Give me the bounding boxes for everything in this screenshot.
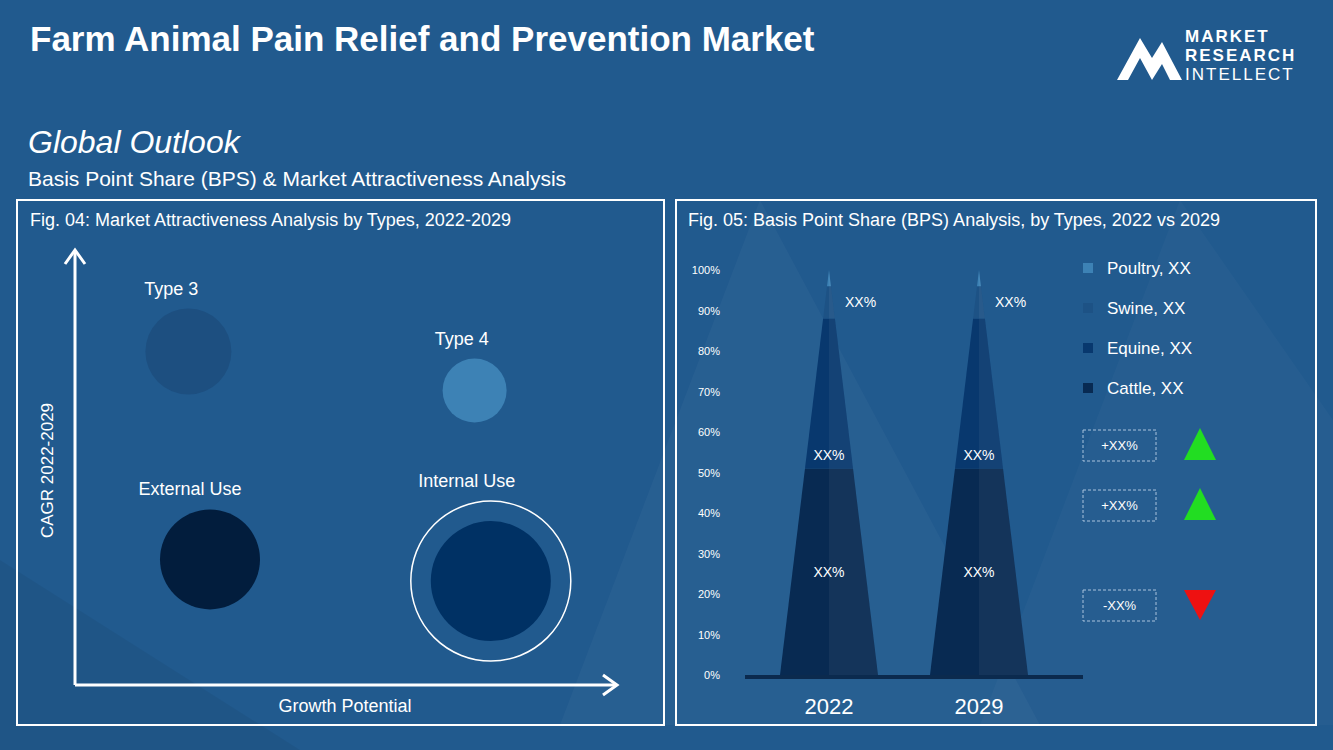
legend-label: Cattle, XX — [1107, 379, 1184, 398]
legend-label: Equine, XX — [1107, 339, 1192, 358]
legend-label: Poultry, XX — [1107, 259, 1191, 278]
segment-body — [930, 468, 1028, 675]
up-arrow — [1184, 488, 1216, 520]
stack-segment — [930, 468, 1028, 675]
segment-shade — [979, 319, 1003, 469]
bubble-highlight-ring — [411, 501, 571, 661]
logo-text: INTELLECT — [1185, 65, 1295, 84]
annotation-text: +XX% — [1101, 498, 1138, 513]
bubble-label: Type 4 — [435, 329, 489, 349]
legend-swatch — [1083, 383, 1093, 393]
data-label: XX% — [813, 564, 844, 580]
stack-segment — [823, 286, 835, 318]
x-tick-label: 2029 — [955, 694, 1004, 719]
segment-body — [955, 319, 1003, 469]
stack-segment — [780, 468, 878, 675]
data-label: XX% — [813, 447, 844, 463]
bubble-label: Internal Use — [418, 471, 515, 491]
data-label: XX% — [963, 447, 994, 463]
decor — [560, 200, 1040, 725]
y-tick-label: 100% — [692, 264, 720, 276]
y-axis — [74, 252, 77, 685]
segment-body — [780, 468, 878, 675]
annotation-box — [1083, 490, 1156, 521]
baseline — [745, 675, 1083, 679]
panel-frame — [676, 200, 1316, 725]
x-axis-label: Growth Potential — [278, 696, 411, 716]
y-tick-label: 0% — [704, 669, 720, 681]
segment-shade — [829, 286, 835, 318]
annotation-box — [1083, 590, 1156, 621]
segment-body — [973, 286, 985, 318]
x-axis — [75, 684, 615, 687]
data-label: XX% — [963, 564, 994, 580]
annotation-box — [1083, 430, 1156, 461]
stack-segment — [805, 319, 853, 469]
legend-swatch — [1083, 303, 1093, 313]
y-tick-label: 40% — [698, 507, 720, 519]
background — [0, 0, 1333, 750]
stack-segment — [955, 319, 1003, 469]
bubble — [431, 521, 551, 641]
stacks — [780, 270, 1028, 675]
logo-text: RESEARCH — [1185, 46, 1296, 65]
y-tick-label: 80% — [698, 345, 720, 357]
legend-label: Swine, XX — [1107, 299, 1185, 318]
stack-segment — [973, 286, 985, 318]
logo-text: MARKET — [1185, 27, 1270, 46]
segment-shade — [979, 270, 981, 286]
annotation-text: -XX% — [1103, 598, 1137, 613]
bubble — [145, 309, 231, 395]
segment-shade — [829, 270, 831, 286]
segment-body — [805, 319, 853, 469]
section-title: Global Outlook — [28, 124, 242, 160]
decor — [980, 200, 1333, 725]
x-axis-arrow — [603, 675, 617, 695]
down-arrow — [1184, 590, 1216, 620]
bubble — [443, 359, 507, 423]
segment-shade — [829, 319, 853, 469]
stack-segment — [827, 270, 831, 286]
stack-segment — [977, 270, 981, 286]
y-tick-label: 30% — [698, 548, 720, 560]
bubble-label: Type 3 — [144, 279, 198, 299]
up-arrow — [1184, 428, 1216, 460]
x-tick-label: 2022 — [805, 694, 854, 719]
legend-swatch — [1083, 343, 1093, 353]
y-tick-label: 90% — [698, 305, 720, 317]
segment-body — [827, 270, 831, 286]
data-label: XX% — [995, 294, 1026, 310]
y-tick-label: 20% — [698, 588, 720, 600]
legend-swatch — [1083, 263, 1093, 273]
y-tick-label: 10% — [698, 629, 720, 641]
page: Farm Animal Pain Relief and Prevention M… — [0, 0, 1333, 750]
bubble-label: External Use — [138, 479, 241, 499]
chart-title: Fig. 04: Market Attractiveness Analysis … — [30, 210, 511, 230]
bubble — [160, 509, 260, 609]
logo-icon — [1117, 38, 1182, 80]
segment-body — [977, 270, 981, 286]
y-tick-label: 60% — [698, 426, 720, 438]
chart-title: Fig. 05: Basis Point Share (BPS) Analysi… — [688, 210, 1220, 230]
y-axis-label: CAGR 2022-2029 — [38, 403, 57, 538]
page-title: Farm Animal Pain Relief and Prevention M… — [30, 19, 815, 58]
annotation-text: +XX% — [1101, 438, 1138, 453]
segment-shade — [979, 286, 985, 318]
subtitle: Basis Point Share (BPS) & Market Attract… — [28, 167, 566, 190]
y-tick-label: 70% — [698, 386, 720, 398]
segment-body — [823, 286, 835, 318]
data-label: XX% — [845, 294, 876, 310]
decor — [0, 560, 300, 750]
y-tick-label: 50% — [698, 467, 720, 479]
panel-frame — [17, 200, 664, 725]
y-axis-arrow — [65, 250, 85, 264]
